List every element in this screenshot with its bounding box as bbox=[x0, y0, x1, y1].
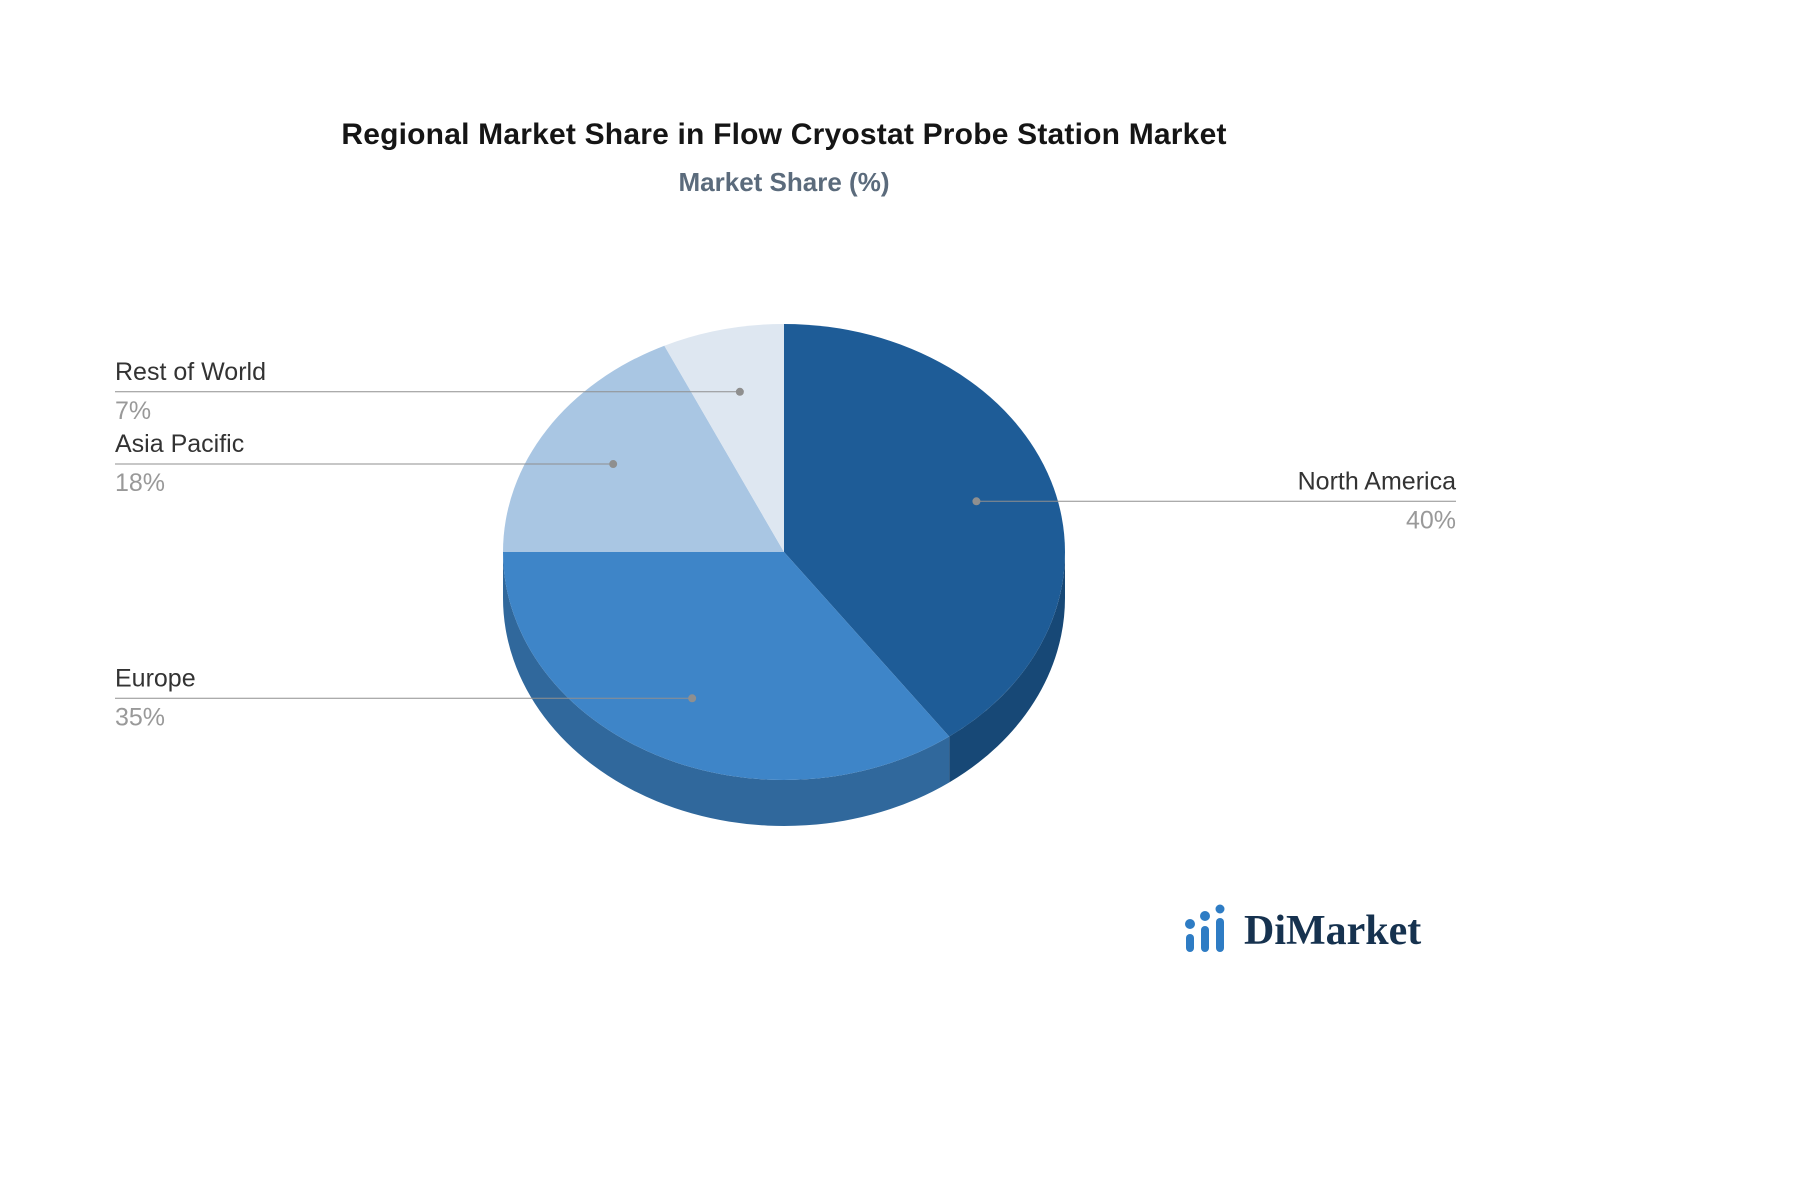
slice-label-rest-of-world: Rest of World bbox=[115, 358, 266, 386]
slice-label-north-america: North America bbox=[1298, 467, 1456, 495]
slice-value-north-america: 40% bbox=[1406, 506, 1456, 534]
slice-label-asia-pacific: Asia Pacific bbox=[115, 430, 244, 458]
pie-slice-europe bbox=[503, 552, 950, 780]
pie-slice-side-north-america bbox=[949, 552, 1065, 783]
bar-chart-icon bbox=[1185, 904, 1225, 952]
leader-dot-rest-of-world bbox=[735, 387, 744, 396]
brand-name: DiMarket bbox=[1244, 907, 1422, 954]
chart-subtitle: Market Share (%) bbox=[678, 167, 890, 197]
chart-title: Regional Market Share in Flow Cryostat P… bbox=[341, 118, 1227, 151]
slice-value-asia-pacific: 18% bbox=[115, 469, 165, 497]
bar-chart-icon-shapes bbox=[1185, 904, 1225, 952]
leader-dot-asia-pacific bbox=[609, 460, 618, 469]
slice-value-rest-of-world: 7% bbox=[115, 397, 151, 425]
brand-logo: DiMarket bbox=[1185, 904, 1421, 954]
leader-dot-europe bbox=[688, 694, 697, 703]
pie-slice-rest-of-world bbox=[664, 324, 784, 552]
leader-dot-north-america bbox=[972, 497, 981, 506]
slice-value-europe: 35% bbox=[115, 703, 165, 731]
pie-slice-side-europe bbox=[503, 552, 950, 826]
pie-slice-asia-pacific bbox=[503, 345, 784, 552]
pie-slice-north-america bbox=[784, 324, 1065, 737]
slice-label-europe: Europe bbox=[115, 664, 196, 692]
